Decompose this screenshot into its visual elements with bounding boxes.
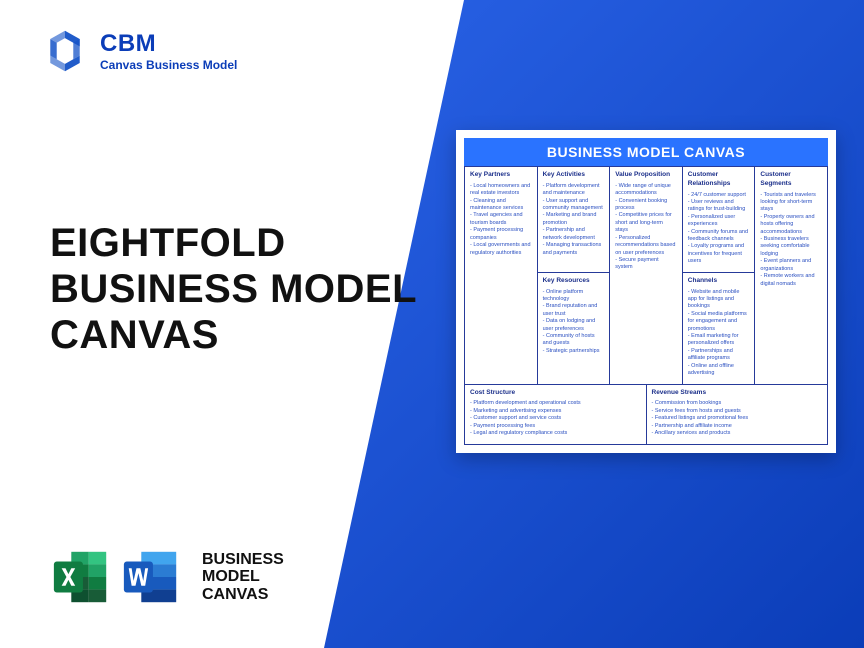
list-item: Community of hosts and guests: [543, 333, 605, 348]
canvas-bottom-row: Cost Structure Platform development and …: [464, 385, 828, 445]
list-item: Brand reputation and user trust: [543, 303, 605, 318]
list-item: Convenient booking process: [615, 198, 677, 213]
list-item: Data on lodging and user preferences: [543, 318, 605, 333]
list-item: Ancillary services and products: [652, 430, 823, 437]
cell-heading: Revenue Streams: [652, 389, 823, 398]
list-item: Personalized recommendations based on us…: [615, 235, 677, 257]
list-item: Payment processing companies: [470, 227, 532, 242]
list-item: Payment processing fees: [470, 423, 641, 430]
cell-channels: Channels Website and mobile app for list…: [683, 273, 756, 385]
list-item: Platform development and maintenance: [543, 183, 605, 198]
list-item: Wide range of unique accommodations: [615, 183, 677, 198]
list-item: Online platform technology: [543, 289, 605, 304]
word-icon: [120, 546, 182, 608]
list-item: Personalized user experiences: [688, 214, 750, 229]
cell-heading: Value Proposition: [615, 171, 677, 180]
cell-key-activities: Key Activities Platform development and …: [538, 167, 611, 273]
list-item: User reviews and ratings for trust-build…: [688, 199, 750, 214]
list-item: Community forums and feedback channels: [688, 229, 750, 244]
page-title: EIGHTFOLD BUSINESS MODEL CANVAS: [50, 220, 417, 358]
list-item: Marketing and brand promotion: [543, 212, 605, 227]
list-item: Partnership and affiliate income: [652, 423, 823, 430]
cell-revenue-streams: Revenue Streams Commission from bookings…: [647, 385, 829, 445]
list-item: Platform development and operational cos…: [470, 400, 641, 407]
brand-title: CBM: [100, 30, 237, 58]
list-item: Loyalty programs and incentives for freq…: [688, 243, 750, 265]
list-item: Social media platforms for engagement an…: [688, 311, 750, 333]
cell-heading: Key Partners: [470, 171, 532, 180]
list-item: Local homeowners and real estate investo…: [470, 183, 532, 198]
file-format-label: BUSINESS MODEL CANVAS: [202, 551, 284, 604]
list-item: Featured listings and promotional fees: [652, 415, 823, 422]
cell-cost-structure: Cost Structure Platform development and …: [465, 385, 647, 445]
cell-heading: Channels: [688, 277, 750, 286]
cell-heading: Key Resources: [543, 277, 605, 286]
list-item: Commission from bookings: [652, 400, 823, 407]
list-item: Marketing and advertising expenses: [470, 408, 641, 415]
list-item: Secure payment system: [615, 257, 677, 272]
list-item: Property owners and hosts offering accom…: [760, 214, 822, 236]
list-item: Local governments and regulatory authori…: [470, 242, 532, 257]
cell-heading: Customer Segments: [760, 171, 822, 189]
list-item: Customer support and service costs: [470, 415, 641, 422]
list-item: Email marketing for personalized offers: [688, 333, 750, 348]
cell-value-proposition: Value Proposition Wide range of unique a…: [610, 167, 683, 385]
list-item: Event planners and organizations: [760, 258, 822, 273]
list-item: Competitive prices for short and long-te…: [615, 212, 677, 234]
list-item: User support and community management: [543, 198, 605, 213]
excel-icon: [50, 546, 112, 608]
list-item: Managing transactions and payments: [543, 242, 605, 257]
cell-key-partners: Key Partners Local homeowners and real e…: [465, 167, 538, 385]
list-item: Remote workers and digital nomads: [760, 273, 822, 288]
list-item: Website and mobile app for listings and …: [688, 289, 750, 311]
brand-subtitle: Canvas Business Model: [100, 58, 237, 72]
cell-customer-relationships: Customer Relationships 24/7 customer sup…: [683, 167, 756, 273]
canvas-title: BUSINESS MODEL CANVAS: [464, 138, 828, 166]
list-item: Cleaning and maintenance services: [470, 198, 532, 213]
cell-heading: Cost Structure: [470, 389, 641, 398]
list-item: Partnership and network development: [543, 227, 605, 242]
list-item: Online and offline advertising: [688, 363, 750, 378]
cell-customer-segments: Customer Segments Tourists and travelers…: [755, 167, 828, 385]
file-format-icons: BUSINESS MODEL CANVAS: [50, 546, 284, 608]
list-item: Travel agencies and tourism boards: [470, 212, 532, 227]
cell-heading: Key Activities: [543, 171, 605, 180]
cell-key-resources: Key Resources Online platform technology…: [538, 273, 611, 385]
list-item: Service fees from hosts and guests: [652, 408, 823, 415]
list-item: 24/7 customer support: [688, 192, 750, 199]
list-item: Strategic partnerships: [543, 348, 605, 355]
canvas-upper-grid: Key Partners Local homeowners and real e…: [464, 166, 828, 385]
list-item: Tourists and travelers looking for short…: [760, 192, 822, 214]
brand-logo-icon: [42, 28, 88, 74]
list-item: Partnerships and affiliate programs: [688, 348, 750, 363]
list-item: Business travelers seeking comfortable l…: [760, 236, 822, 258]
list-item: Legal and regulatory compliance costs: [470, 430, 641, 437]
cell-heading: Customer Relationships: [688, 171, 750, 189]
canvas-preview-card: BUSINESS MODEL CANVAS Key Partners Local…: [456, 130, 836, 453]
brand-logo-area: CBM Canvas Business Model: [42, 28, 237, 74]
